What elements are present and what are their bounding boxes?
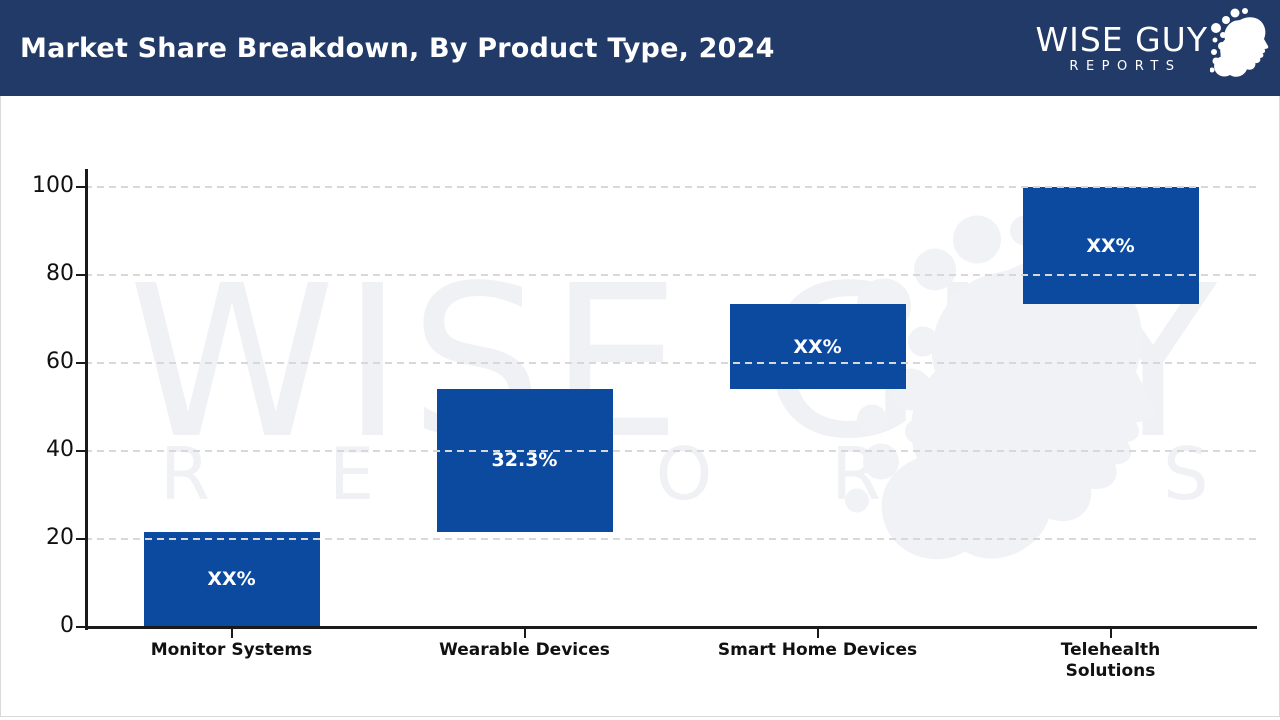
y-tick-80: [76, 274, 85, 276]
brand-head-icon: [1210, 8, 1269, 77]
x-tick-1: [523, 629, 526, 638]
category-label-1: Wearable Devices: [439, 640, 610, 660]
x-tick-3: [1109, 629, 1112, 638]
y-tick-100: [76, 186, 85, 188]
category-label-0: Monitor Systems: [150, 640, 313, 660]
x-axis: [85, 626, 1257, 629]
y-tick-60: [76, 362, 85, 364]
bar-value-label-1: 32.3%: [491, 449, 558, 472]
brand-logo-text: WISE GUY REPORTS: [1035, 23, 1208, 73]
bar-value-label-0: XX%: [207, 568, 256, 591]
category-label-2: Smart Home Devices: [717, 640, 918, 660]
y-tick-label-60: 60: [46, 349, 74, 374]
y-tick-20: [76, 538, 85, 540]
chart-title: Market Share Breakdown, By Product Type,…: [20, 32, 775, 64]
y-tick-label-100: 100: [32, 173, 74, 198]
x-tick-0: [230, 629, 233, 638]
y-tick-label-80: 80: [46, 261, 74, 286]
y-tick-40: [76, 450, 85, 452]
bar-value-label-2: XX%: [793, 335, 842, 358]
y-tick-label-20: 20: [46, 525, 74, 550]
gridline-20: [85, 538, 1257, 540]
y-axis: [85, 169, 88, 630]
gridline-60: [85, 362, 1257, 364]
bar-1: [436, 389, 613, 532]
brand-name: WISE GUY: [1035, 20, 1208, 59]
brand-subtitle: REPORTS: [1069, 59, 1182, 74]
gridline-40: [85, 450, 1257, 452]
header-bar: Market Share Breakdown, By Product Type,…: [0, 0, 1280, 96]
y-tick-label-40: 40: [46, 437, 74, 462]
brand-logo: WISE GUY REPORTS: [1035, 8, 1280, 88]
bar-0: [143, 531, 320, 627]
y-tick-label-0: 0: [60, 613, 74, 638]
x-tick-2: [816, 629, 819, 638]
y-tick-0: [76, 626, 85, 628]
gridline-80: [85, 274, 1257, 276]
category-label-3: Telehealth Solutions: [1060, 640, 1161, 682]
bar-value-label-3: XX%: [1086, 234, 1135, 257]
gridline-100: [85, 186, 1257, 188]
